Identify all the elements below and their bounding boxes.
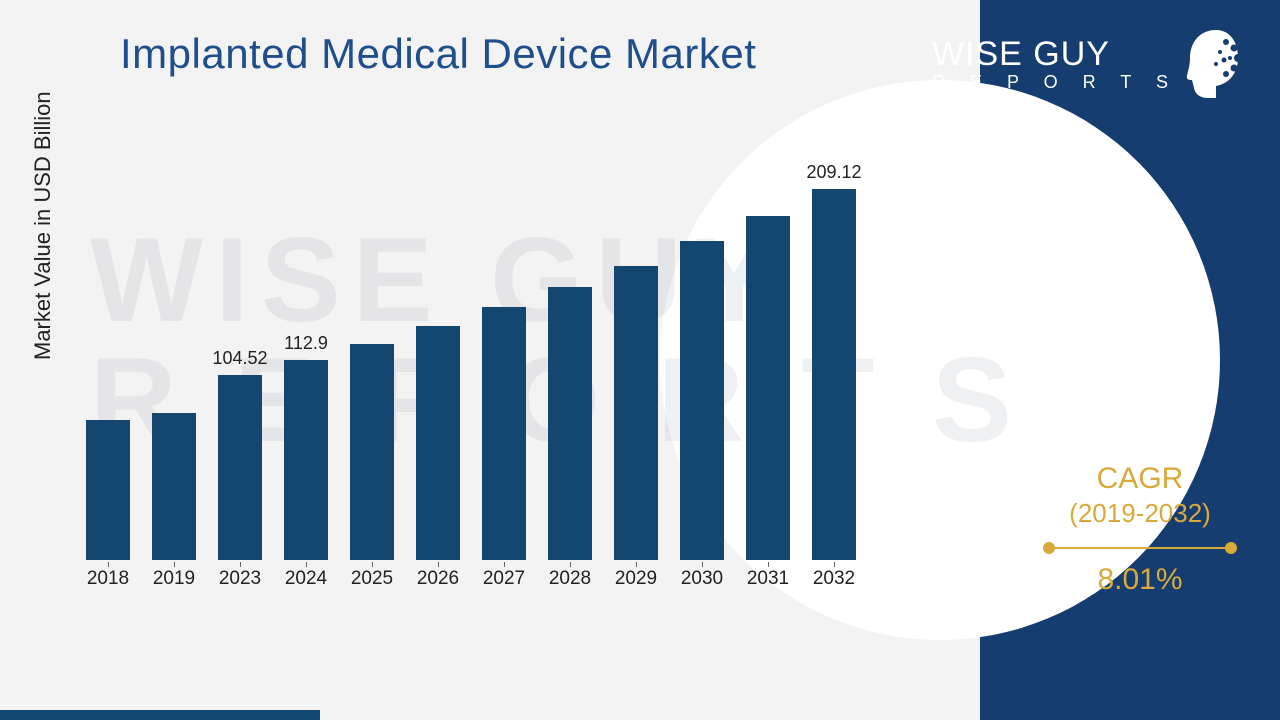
x-tick-label: 2018 <box>75 568 141 590</box>
x-tick-label: 2019 <box>141 568 207 590</box>
bar <box>218 375 262 560</box>
x-tick-label: 2028 <box>537 568 603 590</box>
plot-area: 104.52112.9209.12 <box>80 170 900 560</box>
x-tick-label: 2029 <box>603 568 669 590</box>
bar-chart: 104.52112.9209.12 2018201920232024202520… <box>80 170 900 600</box>
x-tick-mark <box>438 562 439 567</box>
x-tick-mark <box>108 562 109 567</box>
x-tick-label: 2031 <box>735 568 801 590</box>
cagr-range: (2019-2032) <box>1030 498 1250 529</box>
bar <box>284 360 328 560</box>
bottom-accent-strip <box>0 710 320 720</box>
cagr-value: 8.01% <box>1030 563 1250 597</box>
x-tick-label: 2030 <box>669 568 735 590</box>
x-tick-mark <box>702 562 703 567</box>
x-tick-label: 2032 <box>801 568 867 590</box>
head-dots-icon <box>1186 28 1250 100</box>
bar <box>350 344 394 560</box>
x-tick-mark <box>636 562 637 567</box>
x-tick-mark <box>504 562 505 567</box>
x-tick-mark <box>768 562 769 567</box>
x-tick-mark <box>306 562 307 567</box>
bar-value-label: 112.9 <box>266 333 346 354</box>
bar <box>416 326 460 560</box>
bar <box>152 413 196 560</box>
x-tick-mark <box>834 562 835 567</box>
x-tick-mark <box>372 562 373 567</box>
bar <box>614 266 658 560</box>
x-tick-label: 2025 <box>339 568 405 590</box>
x-tick-label: 2024 <box>273 568 339 590</box>
x-tick-label: 2026 <box>405 568 471 590</box>
chart-title: Implanted Medical Device Market <box>120 30 756 78</box>
infographic-canvas: Implanted Medical Device Market WISE GUY… <box>0 0 1280 720</box>
bar <box>86 420 130 560</box>
y-axis-label: Market Value in USD Billion <box>30 91 56 360</box>
bar <box>746 216 790 560</box>
bar <box>812 189 856 560</box>
brand-logo: WISE GUY R E P O R T S <box>932 28 1250 100</box>
cagr-separator <box>1045 547 1235 549</box>
cagr-block: CAGR (2019-2032) 8.01% <box>1030 462 1250 597</box>
bar <box>482 307 526 561</box>
x-axis: 2018201920232024202520262027202820292030… <box>80 562 900 598</box>
x-tick-mark <box>174 562 175 567</box>
bar-value-label: 209.12 <box>794 162 874 183</box>
x-tick-label: 2027 <box>471 568 537 590</box>
x-tick-label: 2023 <box>207 568 273 590</box>
x-tick-mark <box>570 562 571 567</box>
bar <box>548 287 592 560</box>
cagr-title: CAGR <box>1030 462 1250 496</box>
bar <box>680 241 724 560</box>
x-tick-mark <box>240 562 241 567</box>
brand-subtitle: R E P O R T S <box>932 72 1178 93</box>
brand-name: WISE GUY <box>932 35 1178 74</box>
